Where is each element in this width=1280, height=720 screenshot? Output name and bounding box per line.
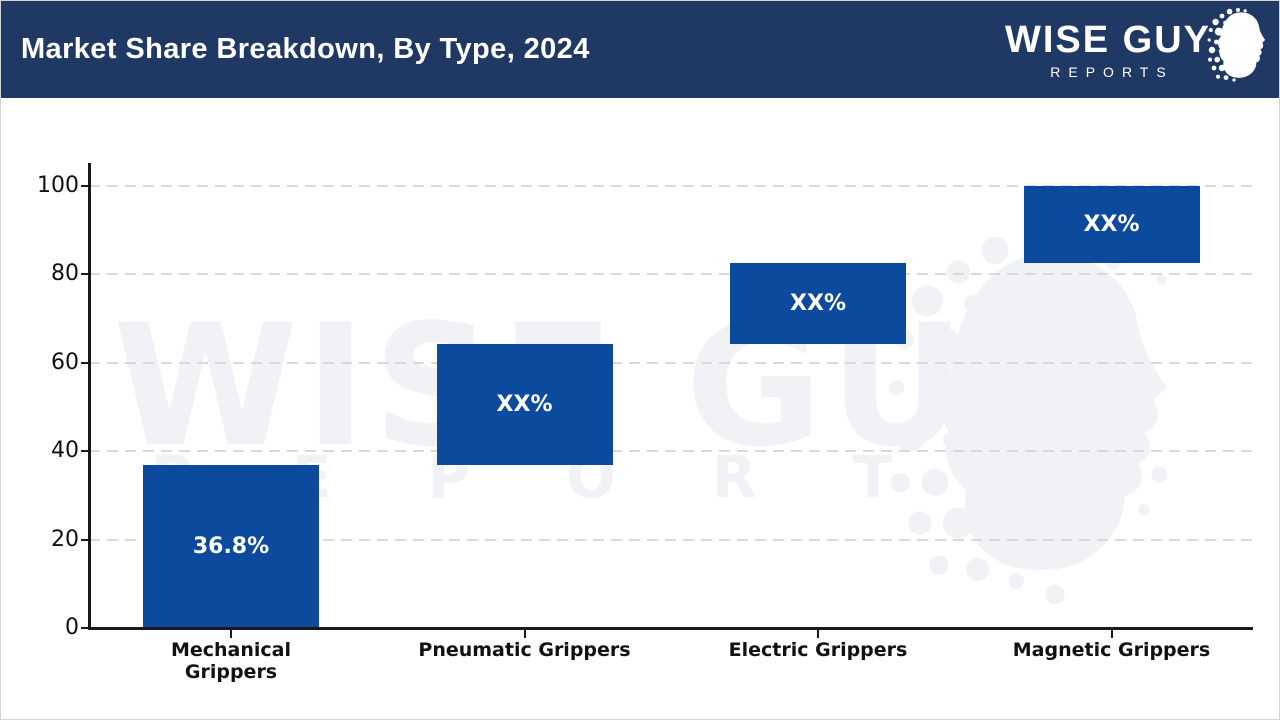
y-tick-label: 100 — [37, 172, 79, 198]
brand-face-icon — [1207, 7, 1266, 82]
bar-segment: XX% — [436, 344, 613, 466]
y-axis-tick — [81, 627, 89, 629]
y-axis-tick — [81, 450, 89, 453]
y-tick-label: 40 — [51, 438, 79, 464]
y-tick-label: 20 — [51, 526, 79, 552]
bar-segment: XX% — [1023, 185, 1200, 263]
brand-logo: WISE GUY REPORTS — [1005, 7, 1279, 92]
y-axis-line — [87, 163, 91, 630]
gridline — [89, 361, 1253, 364]
x-axis-tick — [817, 629, 819, 638]
x-category-label: Pneumatic Grippers — [418, 639, 631, 661]
bar-segment: XX% — [730, 262, 906, 345]
x-axis-line — [87, 626, 1253, 630]
gridline — [89, 450, 1253, 453]
y-tick-label: 0 — [65, 615, 79, 640]
gridline — [89, 273, 1253, 276]
x-category-label: Electric Grippers — [728, 639, 908, 661]
brand-logo-text: WISE GUY REPORTS — [1005, 21, 1211, 79]
y-tick-label: 80 — [51, 261, 79, 287]
y-axis-tick — [81, 273, 89, 276]
header-bar: Market Share Breakdown, By Type, 2024 WI… — [1, 1, 1279, 98]
x-axis-tick — [523, 629, 526, 638]
y-axis-tick — [81, 538, 89, 541]
brand-wordmark: WISE GUY — [1004, 18, 1211, 61]
gridline — [89, 538, 1253, 541]
bar-value-label: XX% — [496, 392, 553, 418]
bar-value-label: 36.8% — [192, 534, 270, 560]
x-axis-tick — [230, 629, 232, 638]
chart-title: Market Share Breakdown, By Type, 2024 — [21, 33, 590, 65]
bar-value-label: XX% — [1083, 211, 1140, 237]
y-axis-tick — [81, 184, 89, 187]
brand-subtitle: REPORTS — [1050, 63, 1174, 80]
y-axis-tick — [81, 361, 89, 364]
x-category-label: Magnetic Grippers — [1012, 639, 1211, 661]
gridline — [89, 184, 1253, 187]
bar-value-label: XX% — [790, 290, 846, 316]
x-axis-tick — [1110, 629, 1113, 638]
bar-segment: 36.8% — [143, 465, 319, 628]
y-tick-label: 60 — [51, 349, 79, 375]
x-category-label: Mechanical Grippers — [170, 639, 292, 683]
